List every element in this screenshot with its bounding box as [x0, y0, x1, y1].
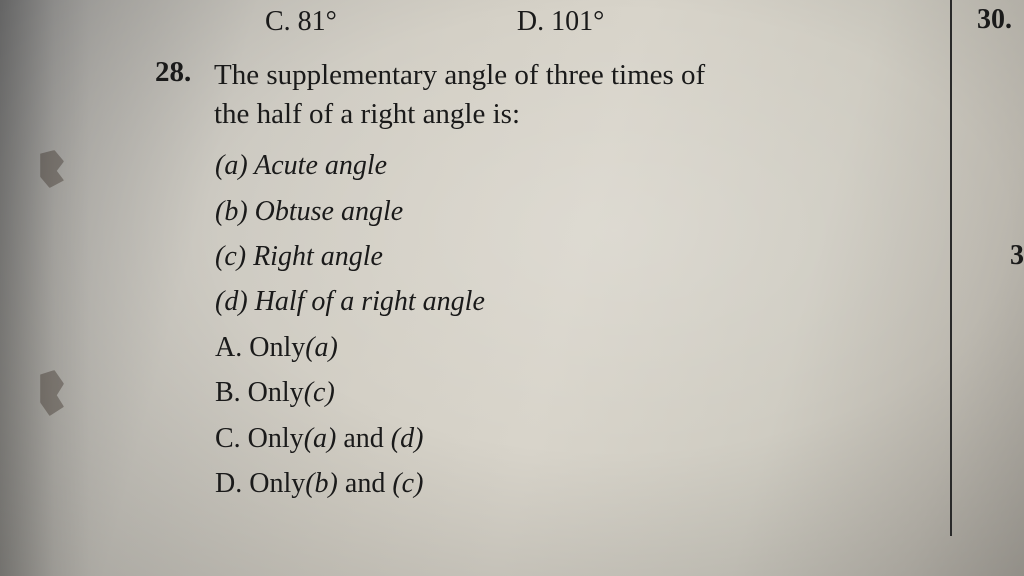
answer-c-italic1: (a) — [304, 423, 337, 454]
question-text-line2: the half of a right angle is: — [214, 98, 520, 130]
sub-option-b: (b) Obtuse angle — [215, 190, 875, 233]
page-content: C. 81° D. 101° 28. The supplementary ang… — [155, 0, 875, 507]
answer-a: A. Only (a) — [215, 326, 875, 369]
answer-d-mid: and — [338, 468, 392, 499]
question-number: 28. — [155, 56, 210, 89]
prev-option-d: D. 101° — [517, 6, 604, 38]
answer-d-italic1: (b) — [305, 468, 338, 499]
question-options: (a) Acute angle (b) Obtuse angle (c) Rig… — [215, 144, 875, 505]
answer-b: B. Only (c) — [215, 371, 875, 414]
column-divider — [950, 0, 952, 536]
answer-b-prefix: B. Only — [215, 371, 304, 414]
question-28: 28. The supplementary angle of three tim… — [155, 56, 875, 505]
sub-option-a: (a) Acute angle — [215, 144, 875, 187]
previous-question-options: C. 81° D. 101° — [265, 6, 875, 38]
tear-mark — [40, 370, 64, 416]
answer-b-italic: (c) — [304, 377, 335, 408]
answer-c-mid: and — [336, 423, 390, 454]
question-text-line1: The supplementary angle of three times o… — [214, 59, 705, 91]
page-crease — [0, 0, 90, 576]
cropped-number: 3 — [1010, 240, 1024, 272]
sub-option-d: (d) Half of a right angle — [215, 280, 875, 323]
answer-c-prefix: C. Only — [215, 417, 304, 460]
answer-a-prefix: A. Only — [215, 326, 305, 369]
answer-c: C. Only (a) and (d) — [215, 417, 875, 460]
answer-d-italic2: (c) — [392, 468, 423, 499]
answer-c-italic2: (d) — [391, 423, 424, 454]
sub-option-c: (c) Right angle — [215, 235, 875, 278]
next-question-number: 30. — [977, 4, 1012, 36]
tear-mark — [40, 150, 64, 188]
answer-d: D. Only (b) and (c) — [215, 462, 875, 505]
answer-d-prefix: D. Only — [215, 462, 305, 505]
prev-option-c: C. 81° — [265, 6, 337, 38]
answer-a-italic: (a) — [305, 332, 338, 363]
question-text: The supplementary angle of three times o… — [214, 56, 854, 134]
